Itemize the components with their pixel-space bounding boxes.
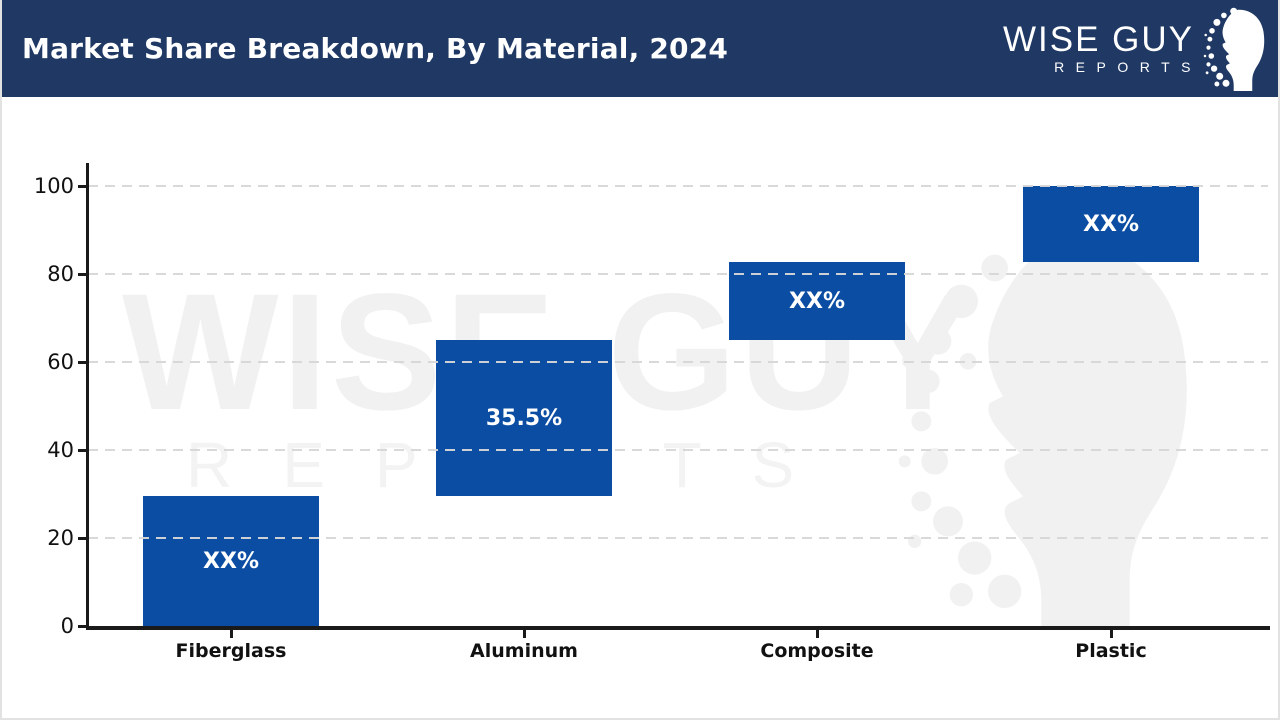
x-tick-label-composite: Composite bbox=[760, 640, 874, 662]
bar-composite: XX% bbox=[729, 262, 905, 340]
head-profile-icon bbox=[1203, 7, 1265, 91]
bar-label-composite: XX% bbox=[789, 288, 845, 314]
gridline-40 bbox=[88, 449, 1268, 451]
header-bar: Market Share Breakdown, By Material, 202… bbox=[0, 0, 1280, 97]
bar-label-fiberglass: XX% bbox=[203, 548, 259, 574]
bar-aluminum: 35.5% bbox=[436, 340, 612, 497]
page-title: Market Share Breakdown, By Material, 202… bbox=[22, 32, 729, 65]
bar-label-aluminum: 35.5% bbox=[485, 405, 563, 431]
bar-plastic: XX% bbox=[1023, 186, 1199, 263]
bar-fiberglass: XX% bbox=[143, 496, 319, 626]
y-tick-label-100: 100 bbox=[33, 174, 74, 198]
logo-wiseguy-text: WISE GUY bbox=[1002, 20, 1194, 60]
gridline-100 bbox=[88, 185, 1268, 187]
gridline-20 bbox=[88, 537, 1268, 539]
y-tick-100 bbox=[78, 185, 87, 188]
y-tick-label-60: 60 bbox=[47, 350, 74, 374]
y-tick-0 bbox=[78, 625, 87, 628]
x-tick-aluminum bbox=[523, 629, 526, 638]
x-axis-line bbox=[86, 626, 1270, 630]
x-tick-label-plastic: Plastic bbox=[1075, 640, 1147, 662]
y-tick-label-20: 20 bbox=[47, 526, 74, 550]
x-tick-label-fiberglass: Fiberglass bbox=[175, 640, 287, 662]
logo-reports-text: REPORTS bbox=[1054, 58, 1202, 75]
gridline-60 bbox=[88, 361, 1268, 363]
y-tick-20 bbox=[78, 537, 87, 540]
wise-guy-logo: WISE GUY REPORTS bbox=[1003, 0, 1266, 97]
bar-label-plastic: XX% bbox=[1083, 211, 1139, 237]
y-tick-label-40: 40 bbox=[47, 438, 74, 462]
y-tick-label-0: 0 bbox=[60, 614, 74, 638]
y-axis-line bbox=[86, 163, 89, 627]
y-tick-label-80: 80 bbox=[47, 262, 74, 286]
watermark-head-icon bbox=[898, 231, 1187, 628]
x-tick-composite bbox=[816, 629, 819, 638]
x-tick-label-aluminum: Aluminum bbox=[470, 640, 578, 662]
y-tick-80 bbox=[78, 273, 87, 276]
x-tick-plastic bbox=[1110, 629, 1113, 638]
gridline-80 bbox=[88, 273, 1268, 275]
logo-text: WISE GUY REPORTS bbox=[1002, 20, 1194, 75]
y-tick-40 bbox=[78, 449, 87, 452]
x-tick-fiberglass bbox=[230, 629, 233, 638]
y-tick-60 bbox=[78, 361, 87, 364]
